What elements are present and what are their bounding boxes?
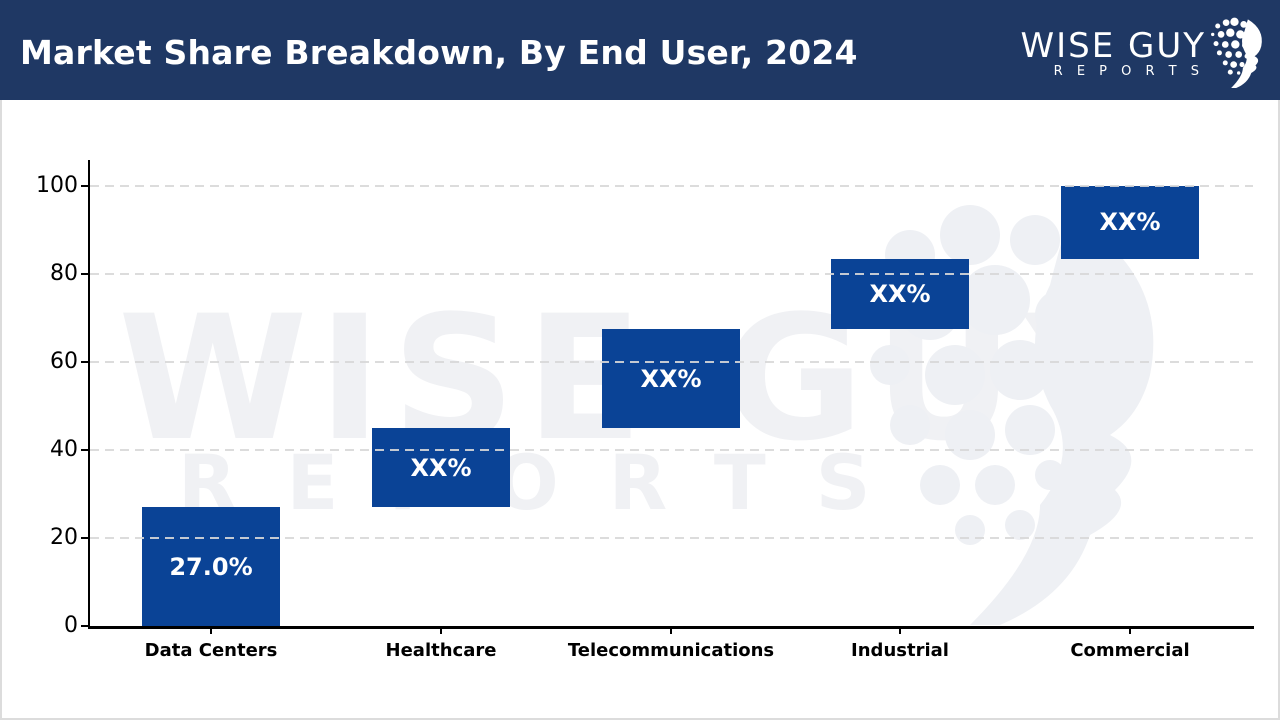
y-tick-label: 80	[50, 261, 78, 286]
header-bar: Market Share Breakdown, By End User, 202…	[0, 0, 1280, 100]
bar: XX%	[602, 329, 740, 428]
y-tick-label: 100	[36, 173, 78, 198]
grid-line	[90, 449, 1253, 451]
category-label: Commercial	[1070, 640, 1190, 661]
bar-value-label: XX%	[1099, 208, 1161, 237]
bar: XX%	[372, 428, 510, 508]
category-label: Industrial	[851, 640, 949, 661]
y-tick-label: 40	[50, 437, 78, 462]
brand-logo-subtitle: R E P O R T S	[1053, 64, 1204, 79]
x-tick-mark	[210, 627, 212, 634]
x-tick-mark	[899, 627, 901, 634]
brand-logo: WISE GUY R E P O R T S	[1020, 4, 1268, 96]
bar-value-label: XX%	[410, 453, 472, 482]
brand-logo-head-icon	[1211, 17, 1262, 89]
bar-value-label: XX%	[869, 279, 931, 308]
x-tick-mark	[1129, 627, 1131, 634]
y-tick-label: 60	[50, 349, 78, 374]
page-title: Market Share Breakdown, By End User, 202…	[20, 33, 858, 72]
category-label: Data Centers	[144, 640, 278, 661]
y-tick-mark	[81, 625, 89, 627]
brand-logo-name: WISE GUY	[1020, 26, 1206, 66]
category-label: Telecommunications	[567, 640, 775, 661]
x-tick-mark	[670, 627, 672, 634]
y-tick-mark	[81, 273, 89, 275]
y-tick-label: 0	[64, 613, 78, 638]
y-tick-label: 20	[50, 525, 78, 550]
y-tick-mark	[81, 361, 89, 363]
bar-value-label: 27.0%	[169, 552, 253, 581]
y-tick-mark	[81, 185, 89, 187]
bar: 27.0%	[142, 507, 280, 626]
category-label: Healthcare	[385, 640, 497, 661]
y-tick-mark	[81, 537, 89, 539]
watermark-text-line2: REPORTS	[178, 438, 921, 527]
grid-line	[90, 185, 1253, 187]
bar: XX%	[831, 258, 969, 329]
grid-line	[90, 361, 1253, 363]
bar: XX%	[1061, 186, 1199, 259]
grid-line	[90, 537, 1253, 539]
grid-line	[90, 273, 1253, 275]
x-tick-mark	[440, 627, 442, 634]
y-axis-line	[88, 160, 90, 628]
y-tick-mark	[81, 449, 89, 451]
bar-value-label: XX%	[640, 364, 702, 393]
